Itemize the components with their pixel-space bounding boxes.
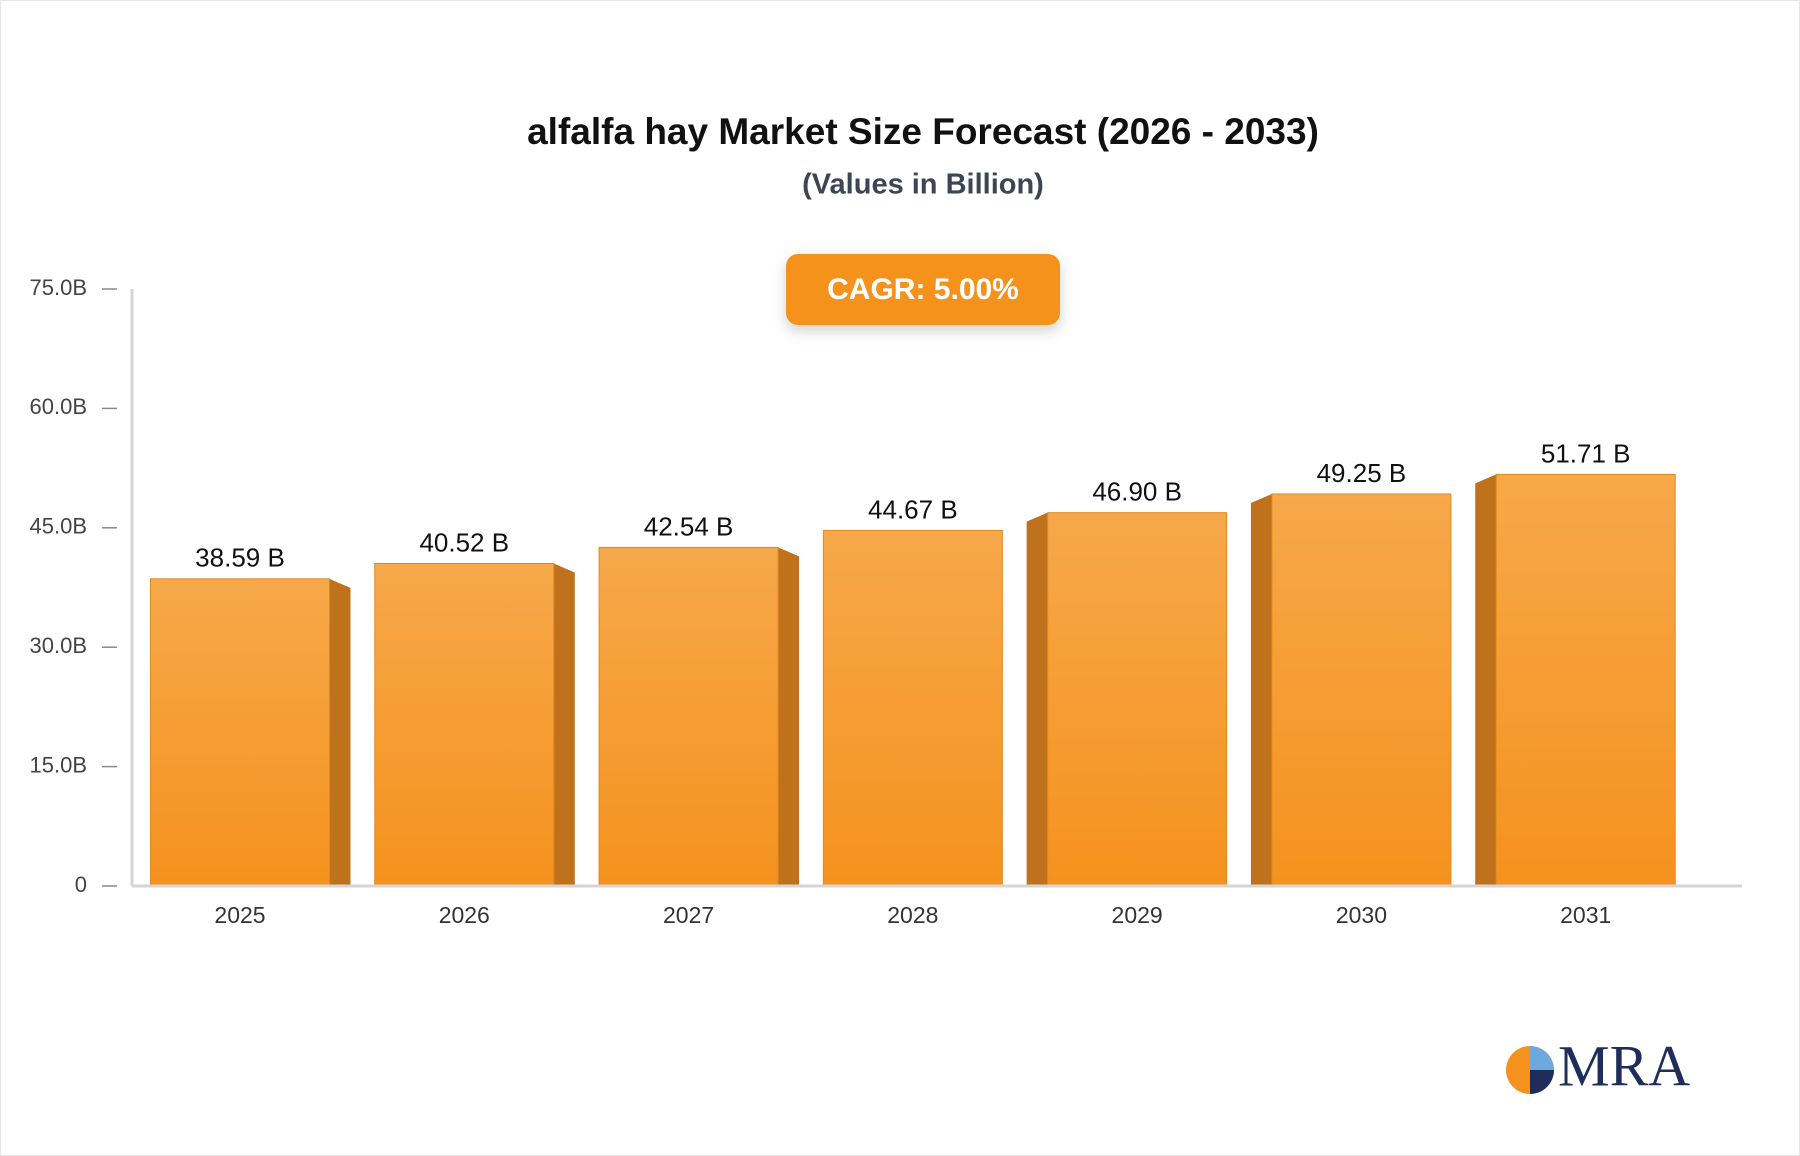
bar <box>1271 493 1452 887</box>
y-tick-label: 0 <box>75 872 87 897</box>
y-tick-label: 75.0B <box>30 275 88 300</box>
x-tick-label: 2026 <box>439 902 490 928</box>
bar <box>1495 473 1676 887</box>
cagr-label: CAGR: 5.00% <box>827 273 1019 306</box>
bar <box>598 546 779 887</box>
bar-side <box>1250 493 1272 886</box>
cagr-badge <box>786 254 1060 325</box>
value-label: 51.71 B <box>1541 438 1631 468</box>
chart-title: alfalfa hay Market Size Forecast (2026 -… <box>527 111 1319 152</box>
x-tick-label: 2029 <box>1112 902 1163 928</box>
x-tick-label: 2031 <box>1560 902 1611 928</box>
x-tick-label: 2030 <box>1336 902 1387 928</box>
bar <box>150 578 330 887</box>
y-tick-label: 60.0B <box>30 394 88 419</box>
x-tick-label: 2028 <box>887 902 938 928</box>
bar-side <box>553 563 575 886</box>
bar-side <box>778 547 800 886</box>
chart-subtitle: (Values in Billion) <box>802 169 1044 201</box>
bar-side <box>1475 474 1497 886</box>
logo: MRA <box>1506 1033 1690 1098</box>
logo-text: MRA <box>1558 1033 1690 1098</box>
value-label: 38.59 B <box>195 543 285 573</box>
value-label: 46.90 B <box>1092 477 1182 507</box>
bar-side <box>1026 512 1048 886</box>
logo-slice <box>1530 1070 1554 1094</box>
value-label: 40.52 B <box>419 527 509 557</box>
y-tick-label: 30.0B <box>30 633 88 658</box>
x-tick-label: 2025 <box>214 902 265 928</box>
y-tick-label: 15.0B <box>30 752 88 777</box>
value-label: 44.67 B <box>868 494 958 524</box>
value-label: 42.54 B <box>644 511 734 541</box>
bar <box>1047 512 1228 887</box>
bar <box>374 562 555 887</box>
logo-slice <box>1530 1046 1554 1070</box>
x-tick-label: 2027 <box>663 902 714 928</box>
bar <box>822 529 1003 887</box>
bar-side <box>329 578 351 886</box>
value-label: 49.25 B <box>1317 458 1407 488</box>
y-tick-label: 45.0B <box>30 514 88 539</box>
